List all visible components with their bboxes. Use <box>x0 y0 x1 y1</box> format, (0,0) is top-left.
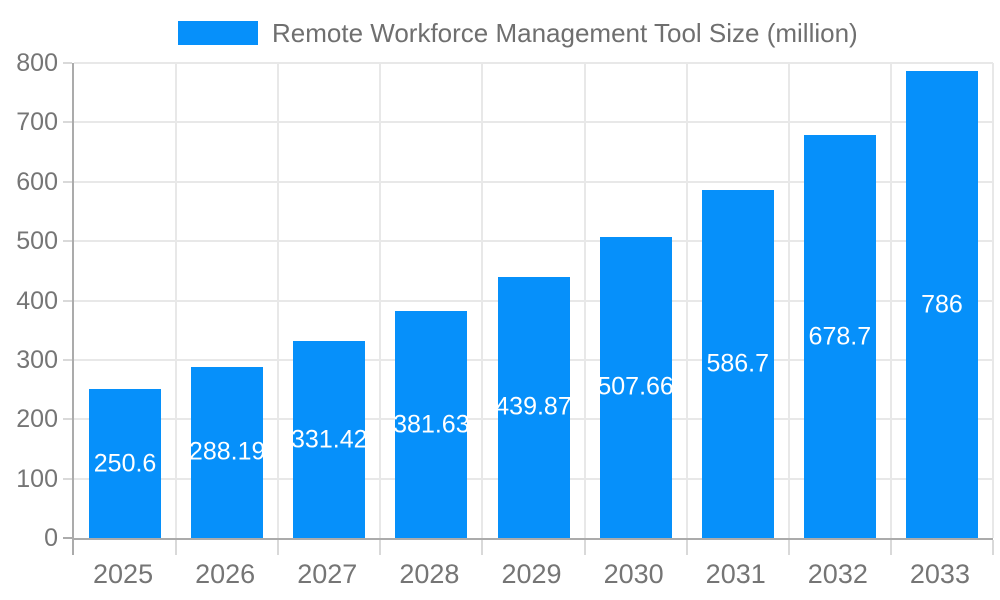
bar-2033[interactable]: 786 <box>905 71 978 538</box>
bar-value-label: 439.87 <box>495 392 572 421</box>
y-axis-tick-label: 200 <box>16 405 58 434</box>
x-axis-tick <box>72 540 74 555</box>
bar-value-label: 786 <box>921 290 963 319</box>
y-axis-tick-label: 400 <box>16 286 58 315</box>
y-axis-tick-label: 300 <box>16 345 58 374</box>
x-axis-tick <box>277 540 280 555</box>
bar-value-label: 250.6 <box>93 449 157 478</box>
bar-value-label: 331.42 <box>291 425 368 454</box>
bar-2025[interactable]: 250.6 <box>89 389 162 538</box>
y-axis-tick-label: 500 <box>16 227 58 256</box>
y-axis-labels: 0 100 200 300 400 500 600 700 800 <box>0 49 58 552</box>
gridline-vertical <box>277 63 280 538</box>
bar-2027[interactable]: 331.42 <box>291 341 368 538</box>
x-axis-category-label: 2032 <box>807 559 868 589</box>
y-axis-tick <box>63 240 72 243</box>
y-axis-tick <box>63 180 72 183</box>
legend[interactable]: Remote Workforce Management Tool Size (m… <box>178 18 858 48</box>
gridline-horizontal <box>74 62 993 64</box>
x-axis-category-label: 2033 <box>909 559 970 589</box>
bar-value-label: 381.63 <box>393 410 470 439</box>
y-axis-tick <box>63 537 72 539</box>
gridline-horizontal <box>74 180 993 183</box>
gridline-vertical <box>787 63 790 538</box>
x-axis-category-label: 2029 <box>501 559 562 589</box>
gridline-vertical <box>175 63 178 538</box>
x-axis-tick <box>175 540 178 555</box>
x-axis-tick <box>889 540 892 555</box>
bar-value-label: 586.7 <box>706 349 769 378</box>
y-axis-tick-label: 0 <box>44 524 58 552</box>
gridline-vertical <box>889 63 892 538</box>
bar-2029[interactable]: 439.87 <box>495 276 572 538</box>
y-axis-tick-label: 700 <box>16 108 58 137</box>
bar-2028[interactable]: 381.63 <box>393 311 470 538</box>
x-axis-category-label: 2031 <box>705 559 766 589</box>
legend-swatch-icon <box>178 21 258 45</box>
bar-2032[interactable]: 678.7 <box>803 135 876 538</box>
y-axis-tick <box>63 477 72 480</box>
gridline-vertical <box>583 63 586 538</box>
y-axis-tick <box>63 62 72 64</box>
x-axis-category-label: 2027 <box>297 559 358 589</box>
gridline-horizontal <box>74 121 993 124</box>
x-axis-tick <box>787 540 790 555</box>
bar-2031[interactable]: 586.7 <box>701 189 774 538</box>
x-axis-category-label: 2030 <box>603 559 664 589</box>
x-axis-category-label: 2028 <box>399 559 460 589</box>
y-axis-tick-label: 800 <box>16 49 58 77</box>
x-axis-category-label: 2026 <box>195 559 256 589</box>
y-axis-tick-label: 600 <box>16 167 58 196</box>
gridline-vertical <box>379 63 382 538</box>
gridline-vertical <box>685 63 688 538</box>
x-axis-category-label: 2025 <box>93 559 154 589</box>
x-axis-labels: 2025 2026 2027 2028 2029 2030 2031 2032 2033 <box>72 558 991 592</box>
bar-value-label: 678.7 <box>808 322 872 351</box>
y-axis-tick-label: 100 <box>16 464 58 493</box>
legend-label: Remote Workforce Management Tool Size (m… <box>272 18 858 48</box>
bar-value-label: 288.19 <box>188 437 266 466</box>
gridline-horizontal <box>74 240 993 243</box>
gridline-vertical <box>992 63 994 538</box>
gridline-vertical <box>481 63 484 538</box>
bar-2030[interactable]: 507.66 <box>597 236 674 538</box>
x-axis-tick <box>379 540 382 555</box>
y-axis-tick <box>63 299 72 302</box>
y-axis-tick <box>63 418 72 421</box>
x-axis-tick <box>481 540 484 555</box>
plot-area: 250.6 288.19 331.42 381.63 439.87 507.66 586.7… <box>63 62 994 555</box>
bar-value-label: 507.66 <box>597 372 674 401</box>
x-axis-tick <box>685 540 688 555</box>
x-axis-tick <box>583 540 586 555</box>
y-axis-tick <box>63 121 72 124</box>
y-axis-tick <box>63 358 72 361</box>
bar-2026[interactable]: 288.19 <box>188 366 266 538</box>
x-axis-tick <box>992 540 994 555</box>
